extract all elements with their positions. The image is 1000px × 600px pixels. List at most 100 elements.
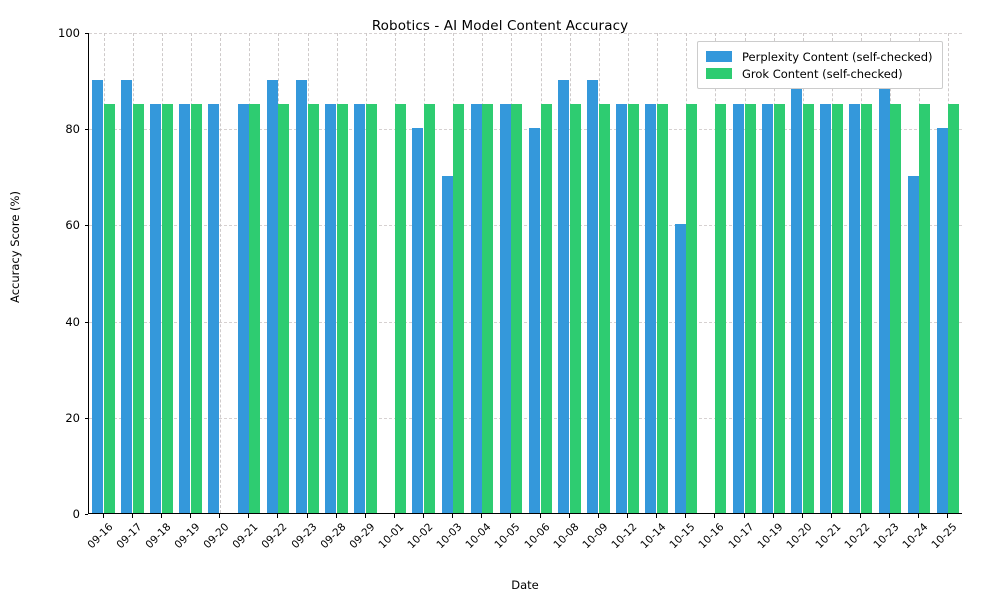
y-axis-tick-mark bbox=[84, 417, 88, 419]
bar bbox=[948, 104, 960, 513]
bar bbox=[540, 104, 552, 513]
bar bbox=[686, 104, 698, 513]
x-axis-tick-mark bbox=[889, 514, 891, 518]
bar bbox=[249, 104, 261, 513]
bar bbox=[121, 80, 133, 513]
x-axis-tick-mark bbox=[364, 514, 366, 518]
x-axis-label: Date bbox=[511, 578, 539, 592]
bar bbox=[295, 80, 307, 513]
bar bbox=[237, 104, 249, 513]
bar bbox=[528, 128, 540, 513]
legend-item-grok[interactable]: Grok Content (self-checked) bbox=[706, 65, 933, 82]
bar bbox=[161, 104, 173, 513]
bar bbox=[715, 104, 727, 513]
x-axis-tick-mark bbox=[102, 514, 104, 518]
bar bbox=[616, 104, 628, 513]
x-axis-tick-mark bbox=[393, 514, 395, 518]
bar bbox=[791, 80, 803, 513]
bar bbox=[936, 128, 948, 513]
bar bbox=[627, 104, 639, 513]
bar bbox=[482, 104, 494, 513]
y-axis-tick-mark bbox=[84, 129, 88, 131]
bar bbox=[103, 104, 115, 513]
bar bbox=[499, 104, 511, 513]
bar bbox=[587, 80, 599, 513]
y-axis-label: Accuracy Score (%) bbox=[8, 191, 22, 303]
bar bbox=[820, 104, 832, 513]
x-axis-tick-mark bbox=[189, 514, 191, 518]
y-axis-tick-label: 100 bbox=[58, 26, 80, 40]
bar bbox=[150, 104, 162, 513]
plot-area bbox=[88, 33, 962, 514]
y-axis-tick-label: 40 bbox=[65, 314, 80, 329]
bar bbox=[773, 104, 785, 513]
x-axis-tick-mark bbox=[335, 514, 337, 518]
bar bbox=[307, 104, 319, 513]
x-axis-tick-mark bbox=[539, 514, 541, 518]
y-axis-tick-label: 20 bbox=[65, 410, 80, 425]
x-axis-tick-mark bbox=[219, 514, 221, 518]
x-axis-tick-mark bbox=[772, 514, 774, 518]
x-axis-tick-mark bbox=[860, 514, 862, 518]
x-axis-tick-mark bbox=[656, 514, 658, 518]
legend-swatch-grok bbox=[706, 68, 732, 79]
legend-item-perplexity[interactable]: Perplexity Content (self-checked) bbox=[706, 48, 933, 65]
bar bbox=[919, 104, 931, 513]
bar bbox=[336, 104, 348, 513]
y-axis-tick-mark bbox=[84, 321, 88, 323]
x-axis-tick-mark bbox=[597, 514, 599, 518]
bar bbox=[732, 104, 744, 513]
bar bbox=[278, 104, 290, 513]
bar bbox=[674, 224, 686, 513]
bar bbox=[657, 104, 669, 513]
x-axis-tick-mark bbox=[685, 514, 687, 518]
bar bbox=[412, 128, 424, 513]
bar bbox=[907, 176, 919, 513]
bar bbox=[645, 104, 657, 513]
y-axis-tick-label: 60 bbox=[65, 218, 80, 233]
bar bbox=[324, 104, 337, 513]
bar bbox=[266, 80, 278, 513]
x-axis-tick-mark bbox=[830, 514, 832, 518]
legend-label-grok: Grok Content (self-checked) bbox=[742, 66, 903, 81]
bar bbox=[831, 104, 843, 513]
y-axis-tick-mark bbox=[84, 225, 88, 227]
bar bbox=[179, 104, 191, 513]
x-axis-tick-mark bbox=[160, 514, 162, 518]
x-axis-tick-mark bbox=[452, 514, 454, 518]
x-axis-tick-mark bbox=[626, 514, 628, 518]
chart-legend: Perplexity Content (self-checked) Grok C… bbox=[697, 41, 943, 89]
bar bbox=[802, 104, 814, 513]
y-axis-tick-mark bbox=[84, 514, 88, 515]
x-axis-tick-mark bbox=[918, 514, 920, 518]
bar bbox=[394, 104, 406, 513]
bar bbox=[354, 104, 366, 513]
y-axis-tick-mark bbox=[84, 33, 88, 34]
chart-title: Robotics - AI Model Content Accuracy bbox=[371, 18, 629, 34]
bar bbox=[761, 104, 774, 513]
bar bbox=[569, 104, 581, 513]
bar bbox=[861, 104, 873, 513]
bar bbox=[365, 104, 377, 513]
bar bbox=[470, 104, 482, 513]
x-axis-tick-mark bbox=[306, 514, 308, 518]
x-axis-tick-mark bbox=[481, 514, 483, 518]
bar bbox=[91, 80, 103, 513]
bar bbox=[441, 176, 453, 513]
x-axis-tick-mark bbox=[423, 514, 425, 518]
x-axis-tick-mark bbox=[131, 514, 133, 518]
legend-label-perplexity: Perplexity Content (self-checked) bbox=[742, 49, 933, 64]
x-axis-tick-mark bbox=[568, 514, 570, 518]
legend-swatch-perplexity bbox=[706, 51, 732, 62]
bar bbox=[190, 104, 202, 513]
bar bbox=[511, 104, 523, 513]
x-axis-tick-mark bbox=[510, 514, 512, 518]
x-axis-tick-mark bbox=[947, 514, 949, 518]
bar bbox=[744, 104, 756, 513]
bar bbox=[878, 80, 890, 513]
x-axis-tick-mark bbox=[248, 514, 250, 518]
bar bbox=[453, 104, 465, 513]
x-axis-tick-mark bbox=[743, 514, 745, 518]
bar bbox=[558, 80, 570, 513]
